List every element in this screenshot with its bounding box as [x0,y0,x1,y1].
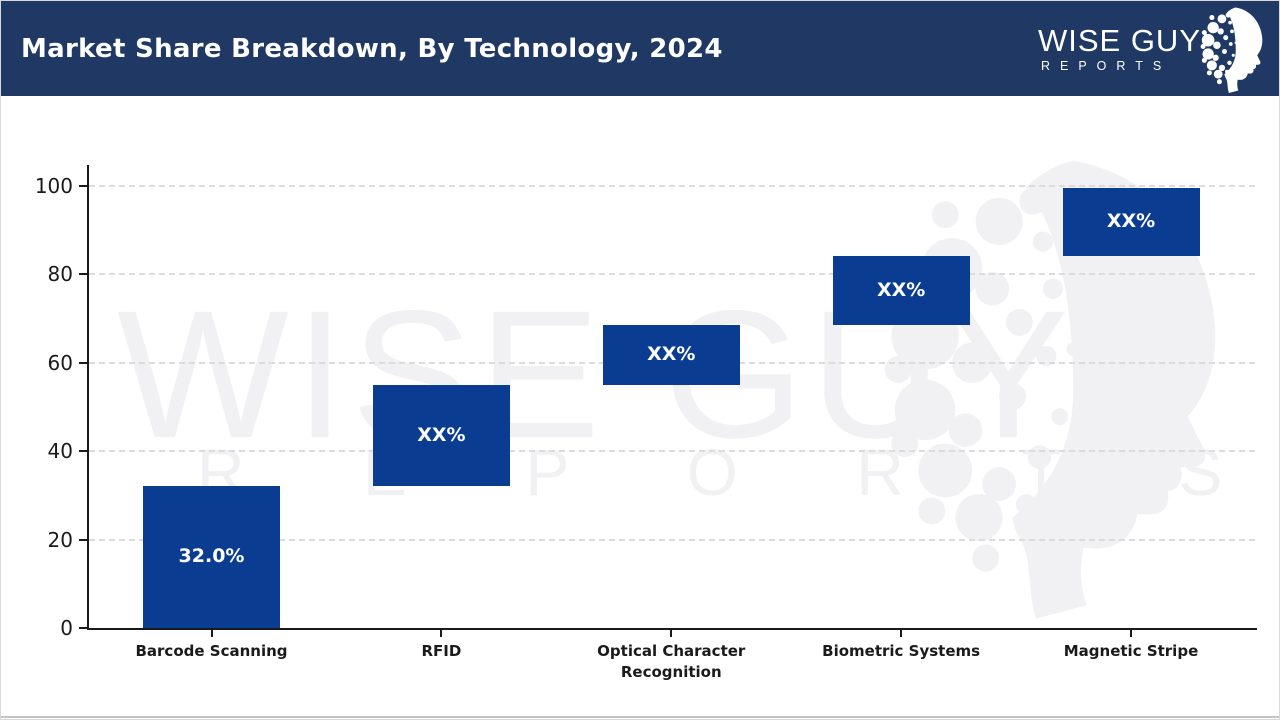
y-tick-label: 20 [47,527,73,552]
logo-text: WISE GUY REPORTS [1038,25,1201,73]
gridline [89,184,1257,187]
gridline [89,538,1257,541]
y-tick-mark [79,538,87,541]
bar-value-label: XX% [1106,210,1156,232]
x-category-label: Magnetic Stripe [1063,642,1199,660]
page-title: Market Share Breakdown, By Technology, 2… [21,33,723,64]
bottom-border [1,716,1279,718]
x-tick-mark [440,630,443,637]
bar-value-label: XX% [647,342,696,365]
x-category-label: Biometric Systems [822,642,981,660]
bar [602,324,740,385]
x-tick-mark [210,630,213,637]
gridline [89,273,1257,275]
logo-wordmark: WISE GUY [1037,22,1201,58]
x-category-label: Optical Character Recognition [597,642,746,681]
y-tick-mark [79,450,87,452]
y-tick-label: 80 [47,262,73,286]
y-tick-label: 0 [60,616,73,640]
y-tick-mark [79,273,87,275]
y-tick-mark [79,627,87,629]
bar [372,384,510,487]
x-category-label: Barcode Scanning [135,642,288,660]
wiseguy-logo: WISE GUY REPORTS [1038,5,1271,93]
y-tick-label: 40 [47,439,73,463]
x-tick-mark [900,630,903,637]
logo-subtitle: REPORTS [1040,58,1172,73]
x-category-label: RFID [421,642,462,660]
bar-value-label: 32.0% [178,545,245,568]
axis-bottom-spine [87,628,1257,630]
x-tick-mark [1130,630,1132,637]
y-tick-label: 100 [34,173,73,198]
bar-value-label: XX% [417,423,466,446]
x-tick-mark [670,630,673,637]
bar [143,486,280,628]
y-tick-mark [79,184,87,187]
bar-value-label: XX% [876,278,926,301]
wiseguy-face-icon [1193,5,1271,93]
axis-left-spine [87,165,89,630]
gridline [89,450,1257,452]
y-tick-mark [79,361,87,364]
y-tick-label: 60 [47,350,73,375]
header-bar: Market Share Breakdown, By Technology, 2… [1,1,1279,96]
